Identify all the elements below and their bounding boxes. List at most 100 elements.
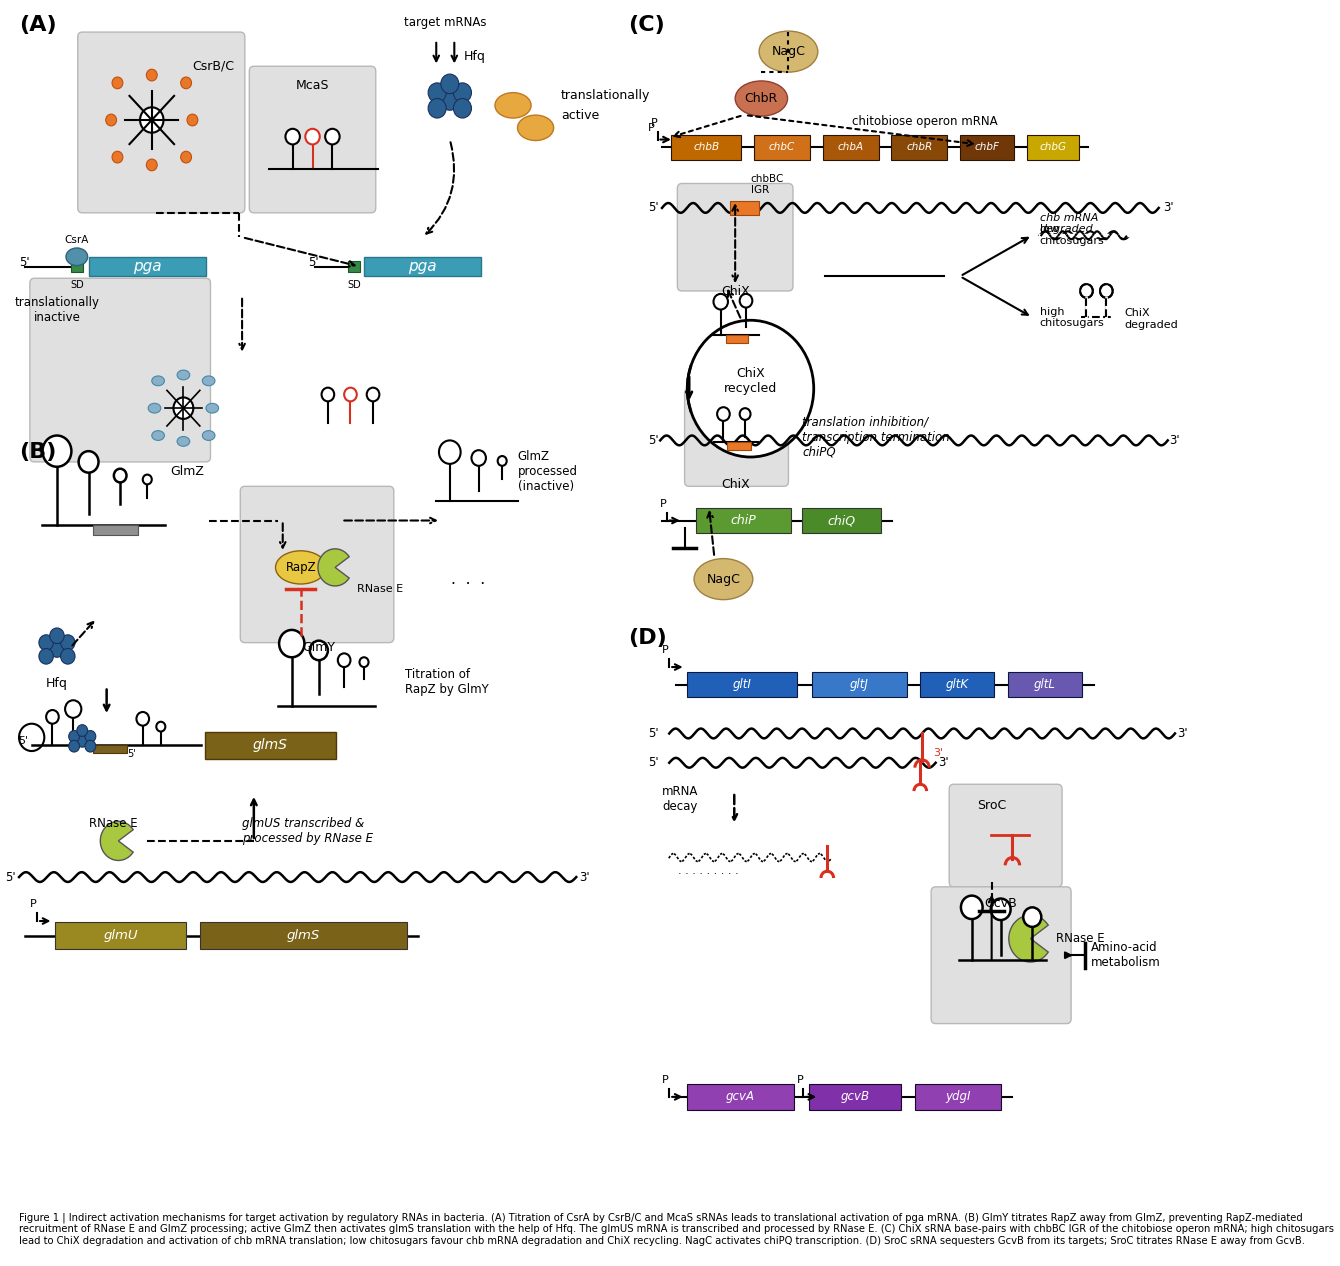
Circle shape: [687, 320, 813, 457]
Ellipse shape: [517, 115, 553, 141]
Bar: [348, 261, 360, 272]
Text: CsrB/C: CsrB/C: [193, 60, 234, 72]
Circle shape: [1100, 284, 1112, 298]
Bar: [92, 746, 127, 753]
FancyBboxPatch shape: [240, 486, 394, 643]
Text: chb mRNA
degraded: chb mRNA degraded: [1040, 213, 1097, 234]
Text: GcvB: GcvB: [985, 896, 1017, 910]
Bar: [364, 257, 481, 276]
Bar: [803, 508, 882, 533]
Text: ChiX: ChiX: [721, 285, 749, 299]
Circle shape: [141, 108, 163, 133]
Text: chbG: chbG: [1040, 142, 1067, 152]
Text: ChiX
degraded: ChiX degraded: [1124, 309, 1178, 330]
Circle shape: [143, 475, 151, 485]
Circle shape: [68, 730, 79, 742]
Text: SroC: SroC: [977, 799, 1006, 813]
Circle shape: [39, 634, 54, 651]
Text: glmU: glmU: [103, 929, 138, 942]
Bar: [1026, 134, 1079, 160]
Ellipse shape: [202, 376, 214, 386]
Ellipse shape: [276, 551, 326, 584]
Text: (B): (B): [19, 442, 56, 462]
Circle shape: [306, 129, 320, 144]
Text: ChiX: ChiX: [722, 477, 750, 491]
Circle shape: [39, 648, 54, 665]
Bar: [205, 732, 336, 758]
Text: P: P: [649, 123, 655, 133]
Text: chbR: chbR: [906, 142, 933, 152]
Circle shape: [453, 99, 472, 118]
Circle shape: [717, 408, 730, 420]
Bar: [671, 134, 741, 160]
Circle shape: [114, 468, 126, 482]
Circle shape: [181, 151, 192, 163]
Text: chiQ: chiQ: [828, 514, 856, 527]
Ellipse shape: [202, 430, 214, 441]
Circle shape: [19, 724, 44, 751]
Circle shape: [43, 436, 71, 467]
FancyBboxPatch shape: [249, 66, 375, 213]
Bar: [959, 134, 1014, 160]
Text: translation inhibition/
transcription termination
chiPQ: translation inhibition/ transcription te…: [803, 417, 950, 460]
Text: chbC: chbC: [769, 142, 795, 152]
Text: ChbR: ChbR: [745, 92, 779, 105]
Text: NagC: NagC: [772, 46, 805, 58]
Text: gltJ: gltJ: [850, 679, 868, 691]
Text: glmS: glmS: [287, 929, 320, 942]
Ellipse shape: [758, 32, 817, 72]
Circle shape: [173, 398, 193, 419]
Bar: [921, 672, 994, 698]
Circle shape: [740, 408, 750, 420]
Text: McaS: McaS: [296, 80, 330, 92]
Bar: [823, 134, 879, 160]
Text: translationally
inactive: translationally inactive: [15, 296, 99, 324]
Text: 5': 5': [647, 756, 658, 770]
Ellipse shape: [177, 370, 190, 380]
Circle shape: [60, 634, 75, 651]
Text: Titration of
RapZ by GlmY: Titration of RapZ by GlmY: [405, 667, 488, 696]
Circle shape: [113, 151, 123, 163]
Ellipse shape: [66, 248, 87, 266]
Circle shape: [427, 82, 446, 103]
Text: 5': 5': [127, 749, 137, 760]
Text: ·  ·  ·: · · ·: [450, 576, 485, 591]
Text: ydgI: ydgI: [945, 1090, 970, 1104]
Ellipse shape: [736, 81, 788, 116]
Text: (D): (D): [627, 628, 666, 648]
Text: NagC: NagC: [706, 572, 741, 586]
Text: 3': 3': [1170, 434, 1181, 447]
Text: CsrA: CsrA: [64, 235, 88, 246]
Text: 5': 5': [17, 737, 28, 746]
Circle shape: [497, 456, 507, 466]
Circle shape: [146, 160, 157, 171]
Bar: [88, 257, 206, 276]
Bar: [812, 672, 907, 698]
Text: Figure 1 | Indirect activation mechanisms for target activation by regulatory RN: Figure 1 | Indirect activation mechanism…: [19, 1212, 1335, 1246]
Text: 5': 5': [308, 256, 319, 270]
Ellipse shape: [151, 376, 165, 386]
Circle shape: [146, 70, 157, 81]
Wedge shape: [100, 822, 133, 861]
Circle shape: [84, 741, 95, 752]
Text: chbBC
IGR: chbBC IGR: [750, 173, 784, 195]
Text: SD: SD: [347, 280, 360, 290]
Circle shape: [1080, 284, 1093, 298]
Bar: [697, 508, 791, 533]
Bar: [754, 134, 811, 160]
Circle shape: [740, 294, 752, 308]
Ellipse shape: [149, 404, 161, 413]
Text: 3': 3': [1177, 727, 1187, 739]
Text: RNase E: RNase E: [1056, 932, 1104, 946]
Ellipse shape: [206, 404, 218, 413]
Text: RapZ: RapZ: [285, 561, 316, 573]
Bar: [730, 201, 758, 215]
Circle shape: [76, 724, 87, 737]
Text: (A): (A): [19, 14, 56, 34]
Bar: [687, 1084, 793, 1109]
Ellipse shape: [151, 430, 165, 441]
Circle shape: [113, 77, 123, 89]
Circle shape: [441, 91, 458, 110]
Bar: [728, 442, 750, 451]
Text: pga: pga: [409, 260, 437, 273]
